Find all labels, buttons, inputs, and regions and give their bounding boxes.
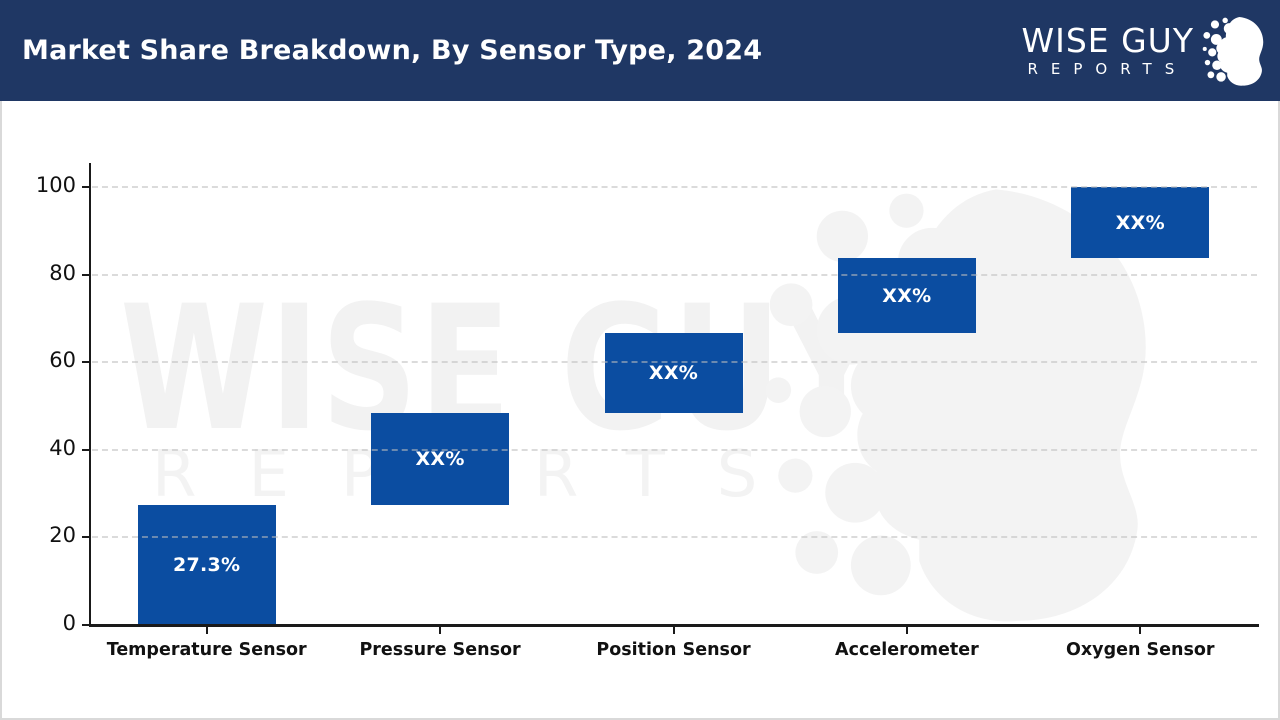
page-title: Market Share Breakdown, By Sensor Type, … xyxy=(22,35,763,66)
x-tick-4 xyxy=(905,627,908,634)
y-axis-line xyxy=(89,163,91,627)
x-tick-2 xyxy=(439,627,442,634)
x-tick-5 xyxy=(1139,627,1142,634)
bar-value-label: 27.3% xyxy=(172,554,241,577)
y-tick-label-40: 40 xyxy=(49,435,76,460)
bar-value-label: XX% xyxy=(1115,211,1165,234)
bar-accelerometer: XX% xyxy=(837,258,976,333)
bar-value-label: XX% xyxy=(882,284,932,307)
bar-value-label: XX% xyxy=(648,361,699,384)
logo: WISE GUY REPORTS xyxy=(1021,0,1268,101)
y-tick-80 xyxy=(82,273,90,276)
y-tick-0 xyxy=(82,624,90,626)
bar-value-label: XX% xyxy=(415,447,465,470)
y-tick-label-60: 60 xyxy=(49,348,76,373)
gridline-40 xyxy=(92,448,1257,451)
gridline-80 xyxy=(92,273,1257,276)
x-label-pressure-sensor: Pressure Sensor xyxy=(359,640,521,660)
gridline-20 xyxy=(92,536,1257,539)
x-label-position-sensor: Position Sensor xyxy=(596,640,751,660)
y-tick-label-0: 0 xyxy=(62,611,76,635)
y-tick-20 xyxy=(82,536,90,539)
bar-pressure-sensor: XX% xyxy=(371,412,510,506)
logo-brand-name: WISE GUY xyxy=(1021,20,1194,60)
y-tick-100 xyxy=(82,186,90,188)
gridline-60 xyxy=(92,361,1257,364)
x-label-temperature-sensor: Temperature Sensor xyxy=(106,640,307,660)
y-tick-60 xyxy=(82,361,90,364)
watermark-face-icon xyxy=(765,189,1146,622)
y-tick-label-20: 20 xyxy=(49,523,76,548)
gridline-100 xyxy=(92,186,1257,188)
y-tick-label-80: 80 xyxy=(49,260,76,285)
bar-oxygen-sensor: XX% xyxy=(1071,187,1210,259)
x-tick-3 xyxy=(672,627,675,634)
header-bar: Market Share Breakdown, By Sensor Type, … xyxy=(0,0,1280,101)
x-label-accelerometer: Accelerometer xyxy=(835,640,979,660)
y-tick-label-100: 100 xyxy=(35,173,76,197)
chart-panel: WISE GUY REPORTS 27.3%XX%XX%XX xyxy=(0,101,1280,720)
logo-text: WISE GUY REPORTS xyxy=(1021,20,1194,78)
bar-temperature-sensor: 27.3% xyxy=(137,505,276,625)
bar-position-sensor: XX% xyxy=(604,332,743,413)
x-tick-1 xyxy=(205,627,208,634)
x-axis-line xyxy=(89,624,1259,627)
y-tick-40 xyxy=(82,448,90,451)
logo-brand-subtitle: REPORTS xyxy=(1027,59,1188,78)
dotted-face-profile-icon xyxy=(1202,16,1264,86)
x-label-oxygen-sensor: Oxygen Sensor xyxy=(1066,640,1215,660)
